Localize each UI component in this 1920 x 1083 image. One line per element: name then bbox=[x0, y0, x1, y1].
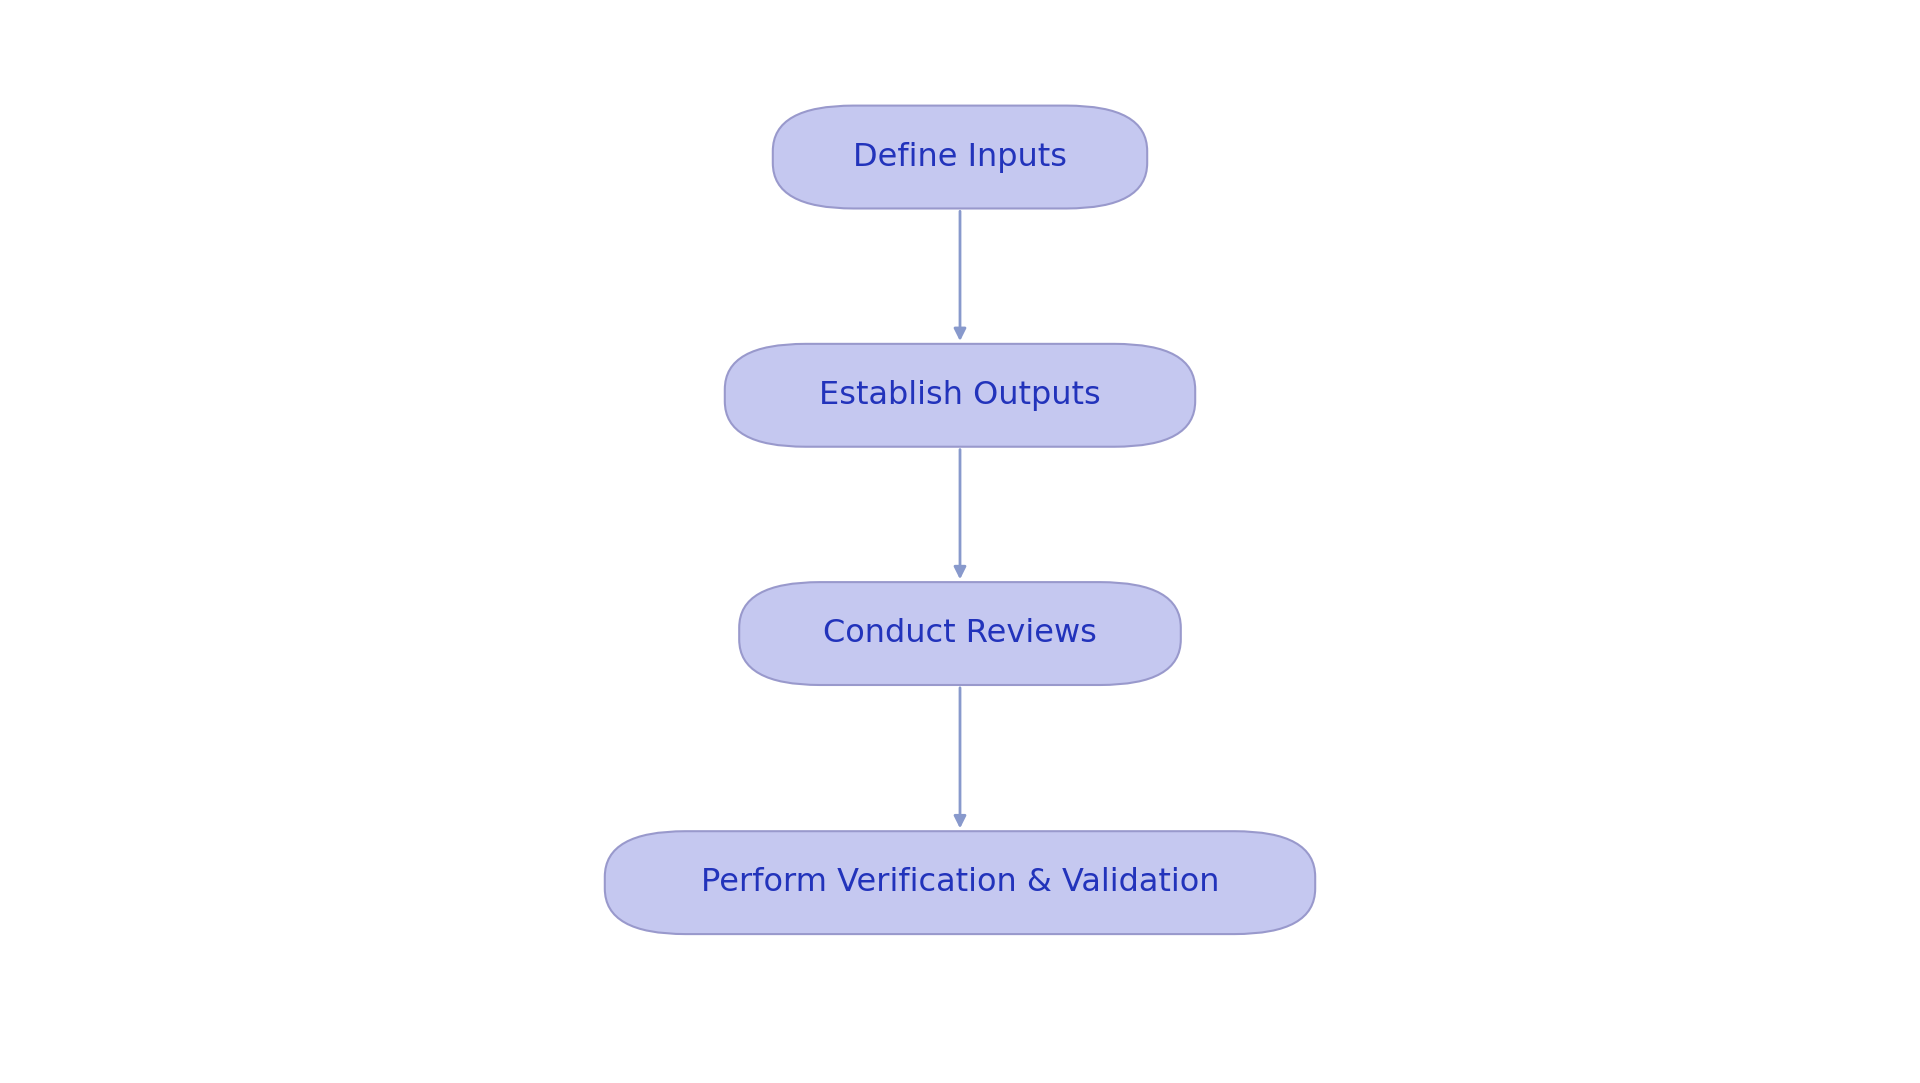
Text: Define Inputs: Define Inputs bbox=[852, 142, 1068, 172]
FancyBboxPatch shape bbox=[724, 344, 1194, 446]
Text: Conduct Reviews: Conduct Reviews bbox=[824, 618, 1096, 649]
Text: Establish Outputs: Establish Outputs bbox=[820, 380, 1100, 410]
FancyBboxPatch shape bbox=[605, 832, 1315, 934]
FancyBboxPatch shape bbox=[739, 583, 1181, 686]
FancyBboxPatch shape bbox=[772, 106, 1146, 208]
Text: Perform Verification & Validation: Perform Verification & Validation bbox=[701, 867, 1219, 898]
